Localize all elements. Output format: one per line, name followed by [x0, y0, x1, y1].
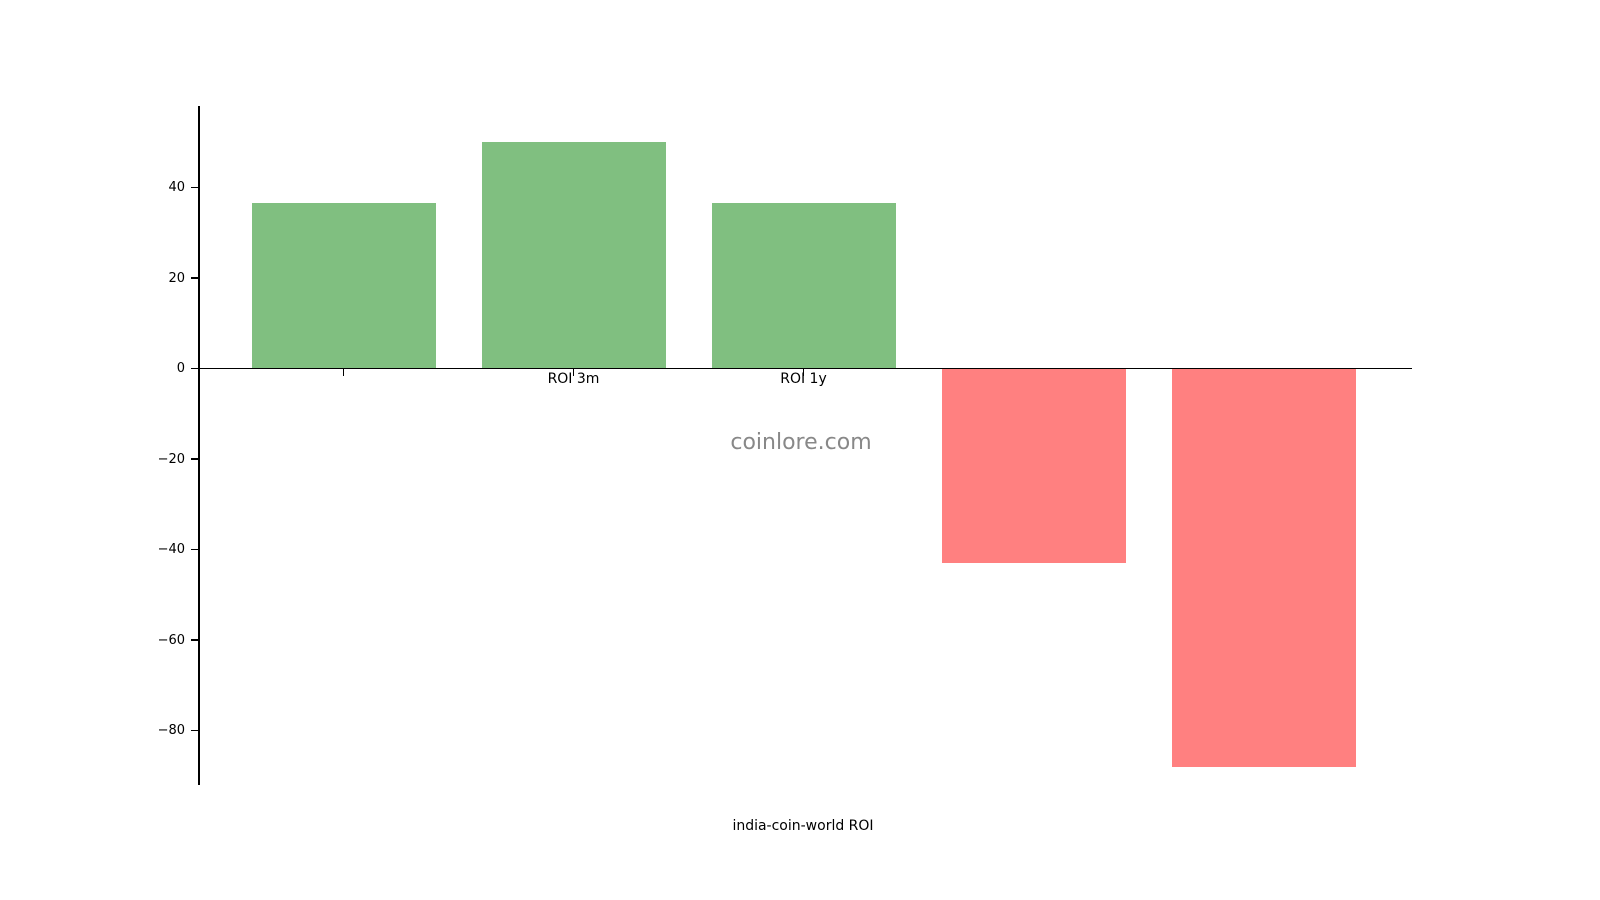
chart-bar-3	[711, 203, 896, 369]
y-tick-label: −40	[157, 542, 185, 558]
chart-bar-5	[1171, 368, 1356, 767]
x-axis-zero-line	[198, 367, 1412, 370]
y-axis-spine	[198, 106, 200, 785]
y-tick-label: 0	[176, 361, 185, 377]
x-tick-mark	[572, 368, 575, 376]
y-tick-label: 40	[168, 179, 185, 195]
x-tick-mark	[342, 368, 345, 376]
y-tick-label: −20	[157, 451, 185, 467]
x-tick-mark	[802, 368, 805, 376]
y-tick-label: 20	[168, 270, 185, 286]
watermark: coinlore.com	[730, 430, 872, 455]
y-tick-mark	[191, 729, 198, 732]
y-tick-mark	[191, 277, 198, 279]
y-tick-mark	[191, 639, 198, 641]
x-tick-label: ROI 1y	[780, 370, 827, 387]
chart-bar-1	[251, 203, 436, 369]
y-tick-label: −60	[157, 632, 185, 648]
chart-title: india-coin-world ROI	[732, 818, 874, 834]
y-tick-mark	[191, 548, 198, 551]
y-tick-mark	[191, 458, 198, 460]
x-tick-label: ROI 3m	[547, 370, 600, 387]
y-tick-mark	[191, 367, 198, 370]
chart-bar-2	[481, 142, 666, 369]
y-tick-mark	[191, 186, 198, 189]
chart-bar-4	[941, 368, 1126, 564]
y-tick-label: −80	[157, 723, 185, 739]
